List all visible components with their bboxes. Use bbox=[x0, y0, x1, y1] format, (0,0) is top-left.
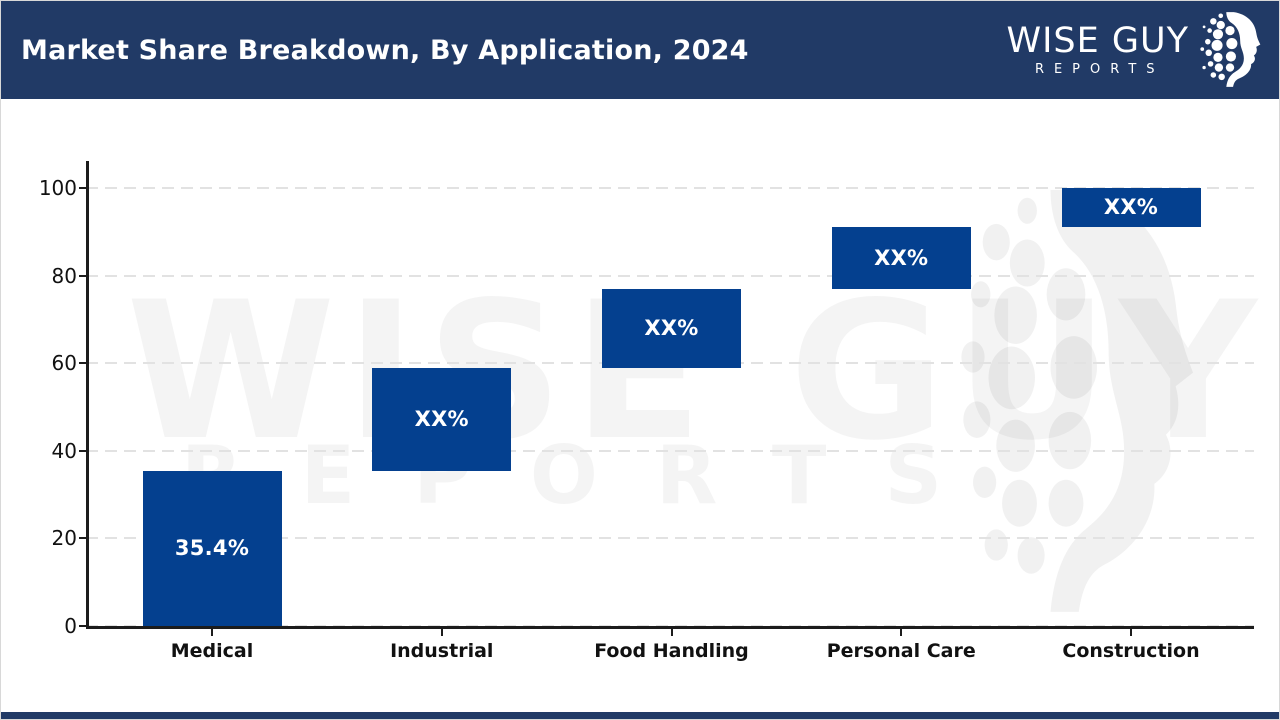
watermark-face-icon bbox=[961, 189, 1194, 612]
y-tick-mark-40 bbox=[79, 449, 87, 452]
bar-value-label: XX% bbox=[874, 246, 929, 271]
y-tick-mark-80 bbox=[79, 274, 87, 277]
y-tick-label-20: 20 bbox=[51, 526, 77, 551]
y-tick-label-80: 80 bbox=[51, 263, 77, 288]
watermark-text-line2: REPORTS bbox=[181, 429, 1000, 522]
logo-face-icon bbox=[1200, 12, 1261, 87]
category-label-2: Food Handling bbox=[594, 640, 749, 662]
y-axis-line bbox=[86, 161, 89, 628]
y-tick-mark-20 bbox=[79, 537, 87, 540]
x-axis-line bbox=[86, 626, 1254, 629]
x-tick-mark-2 bbox=[670, 628, 673, 636]
bar-food-handling: XX% bbox=[602, 289, 741, 368]
logo-wordmark-line2: REPORTS bbox=[1034, 61, 1165, 77]
bar-value-label: XX% bbox=[414, 407, 469, 432]
x-tick-mark-3 bbox=[900, 628, 903, 636]
page-title: Market Share Breakdown, By Application, … bbox=[21, 34, 749, 66]
category-label-0: Medical bbox=[170, 640, 254, 662]
y-tick-label-0: 0 bbox=[64, 614, 77, 638]
gridline-y80 bbox=[86, 274, 1254, 277]
logo-wordmark: WISE GUY REPORTS bbox=[1006, 20, 1189, 77]
y-tick-label-60: 60 bbox=[51, 351, 77, 376]
header-bar: Market Share Breakdown, By Application, … bbox=[1, 1, 1279, 99]
y-tick-mark-100 bbox=[79, 187, 87, 189]
bar-industrial: XX% bbox=[372, 367, 512, 471]
category-label-3: Personal Care bbox=[826, 640, 976, 662]
x-tick-mark-1 bbox=[440, 628, 443, 636]
footer-bar bbox=[1, 712, 1279, 719]
logo-wordmark-line1: WISE GUY bbox=[1006, 20, 1189, 61]
bar-construction: XX% bbox=[1061, 188, 1201, 227]
category-label-4: Construction bbox=[1062, 640, 1200, 662]
wiseguy-logo: WISE GUY REPORTS bbox=[1006, 8, 1267, 92]
bar-value-label: XX% bbox=[1103, 195, 1159, 220]
y-tick-mark-60 bbox=[79, 362, 87, 365]
y-tick-mark-0 bbox=[79, 625, 87, 627]
gridline-y40 bbox=[86, 449, 1254, 452]
gridline-y20 bbox=[86, 537, 1254, 540]
category-label-1: Industrial bbox=[390, 640, 494, 662]
y-tick-label-100: 100 bbox=[38, 176, 77, 200]
bar-medical: 35.4% bbox=[142, 470, 282, 626]
y-tick-label-40: 40 bbox=[51, 438, 77, 463]
bar-personal-care: XX% bbox=[831, 226, 971, 290]
x-tick-mark-4 bbox=[1130, 628, 1132, 636]
bar-value-label: 35.4% bbox=[174, 536, 250, 561]
x-tick-mark-0 bbox=[211, 628, 213, 636]
gridline-y100 bbox=[86, 187, 1254, 189]
bar-value-label: XX% bbox=[644, 316, 699, 341]
